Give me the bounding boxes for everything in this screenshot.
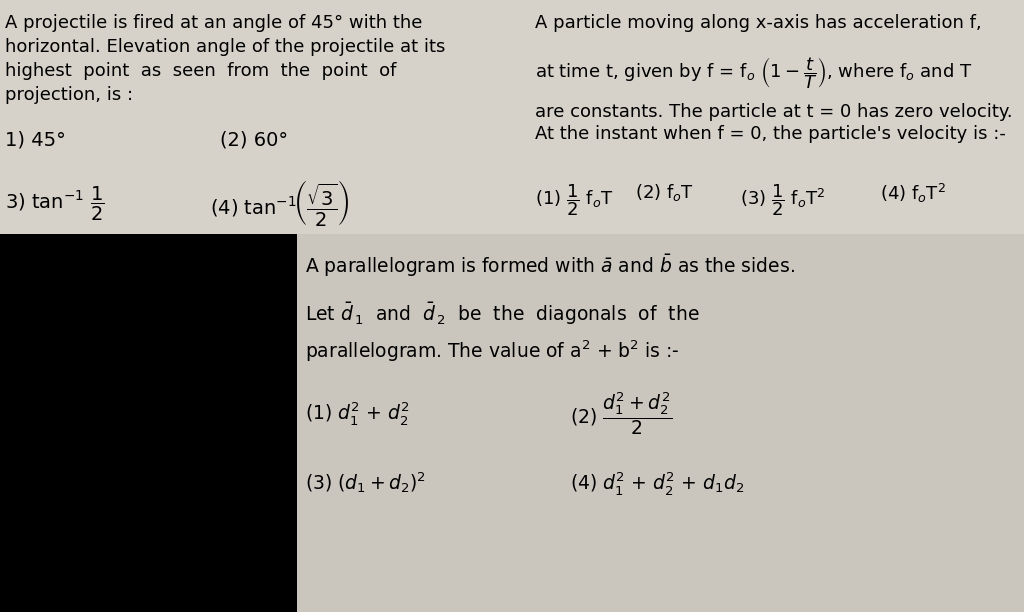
Text: A projectile is fired at an angle of 45° with the: A projectile is fired at an angle of 45°… <box>5 14 422 32</box>
Text: 1) 45°: 1) 45° <box>5 130 66 149</box>
Text: At the instant when f = 0, the particle's velocity is :-: At the instant when f = 0, the particle'… <box>535 125 1006 143</box>
Text: (3) $(d_1 + d_2)^2$: (3) $(d_1 + d_2)^2$ <box>305 470 426 494</box>
Text: (4) $d_1^2$ + $d_2^2$ + $d_1 d_2$: (4) $d_1^2$ + $d_2^2$ + $d_1 d_2$ <box>570 470 744 497</box>
Bar <box>0 0 530 234</box>
Text: A parallelogram is formed with $\bar{a}$ and $\bar{b}$ as the sides.: A parallelogram is formed with $\bar{a}$… <box>305 252 795 279</box>
Text: (2) 60°: (2) 60° <box>220 130 288 149</box>
Text: (1) $\dfrac{1}{2}$ f$_o$T: (1) $\dfrac{1}{2}$ f$_o$T <box>535 182 613 218</box>
Text: horizontal. Elevation angle of the projectile at its: horizontal. Elevation angle of the proje… <box>5 38 445 56</box>
Text: are constants. The particle at t = 0 has zero velocity.: are constants. The particle at t = 0 has… <box>535 103 1013 121</box>
Text: at time t, given by f = f$_o$ $\left(1-\dfrac{t}{T}\right)$, where f$_o$ and T: at time t, given by f = f$_o$ $\left(1-\… <box>535 55 973 91</box>
Text: 3) tan$^{-1}$ $\dfrac{1}{2}$: 3) tan$^{-1}$ $\dfrac{1}{2}$ <box>5 185 104 223</box>
Text: parallelogram. The value of a$^2$ + b$^2$ is :-: parallelogram. The value of a$^2$ + b$^2… <box>305 338 680 364</box>
Text: highest  point  as  seen  from  the  point  of: highest point as seen from the point of <box>5 62 396 80</box>
Text: Let $\bar{d}_{\,1}$  and  $\bar{d}_{\,2}$  be  the  diagonals  of  the: Let $\bar{d}_{\,1}$ and $\bar{d}_{\,2}$ … <box>305 300 699 327</box>
Bar <box>297 234 1024 612</box>
Text: A particle moving along x-axis has acceleration f,: A particle moving along x-axis has accel… <box>535 14 982 32</box>
Text: (4) tan$^{-1}$$\!\left(\dfrac{\sqrt{3}}{2}\right)$: (4) tan$^{-1}$$\!\left(\dfrac{\sqrt{3}}{… <box>210 178 350 228</box>
Text: projection, is :: projection, is : <box>5 86 133 104</box>
Bar <box>530 0 1024 234</box>
Text: (3) $\dfrac{1}{2}$ f$_o$T$^2$: (3) $\dfrac{1}{2}$ f$_o$T$^2$ <box>740 182 825 218</box>
Text: (2) $\dfrac{d_1^2 + d_2^2}{2}$: (2) $\dfrac{d_1^2 + d_2^2}{2}$ <box>570 390 672 437</box>
Text: (4) f$_o$T$^2$: (4) f$_o$T$^2$ <box>880 182 946 205</box>
Text: (1) $d_1^2$ + $d_2^2$: (1) $d_1^2$ + $d_2^2$ <box>305 400 410 427</box>
Text: (2) f$_o$T: (2) f$_o$T <box>635 182 694 203</box>
